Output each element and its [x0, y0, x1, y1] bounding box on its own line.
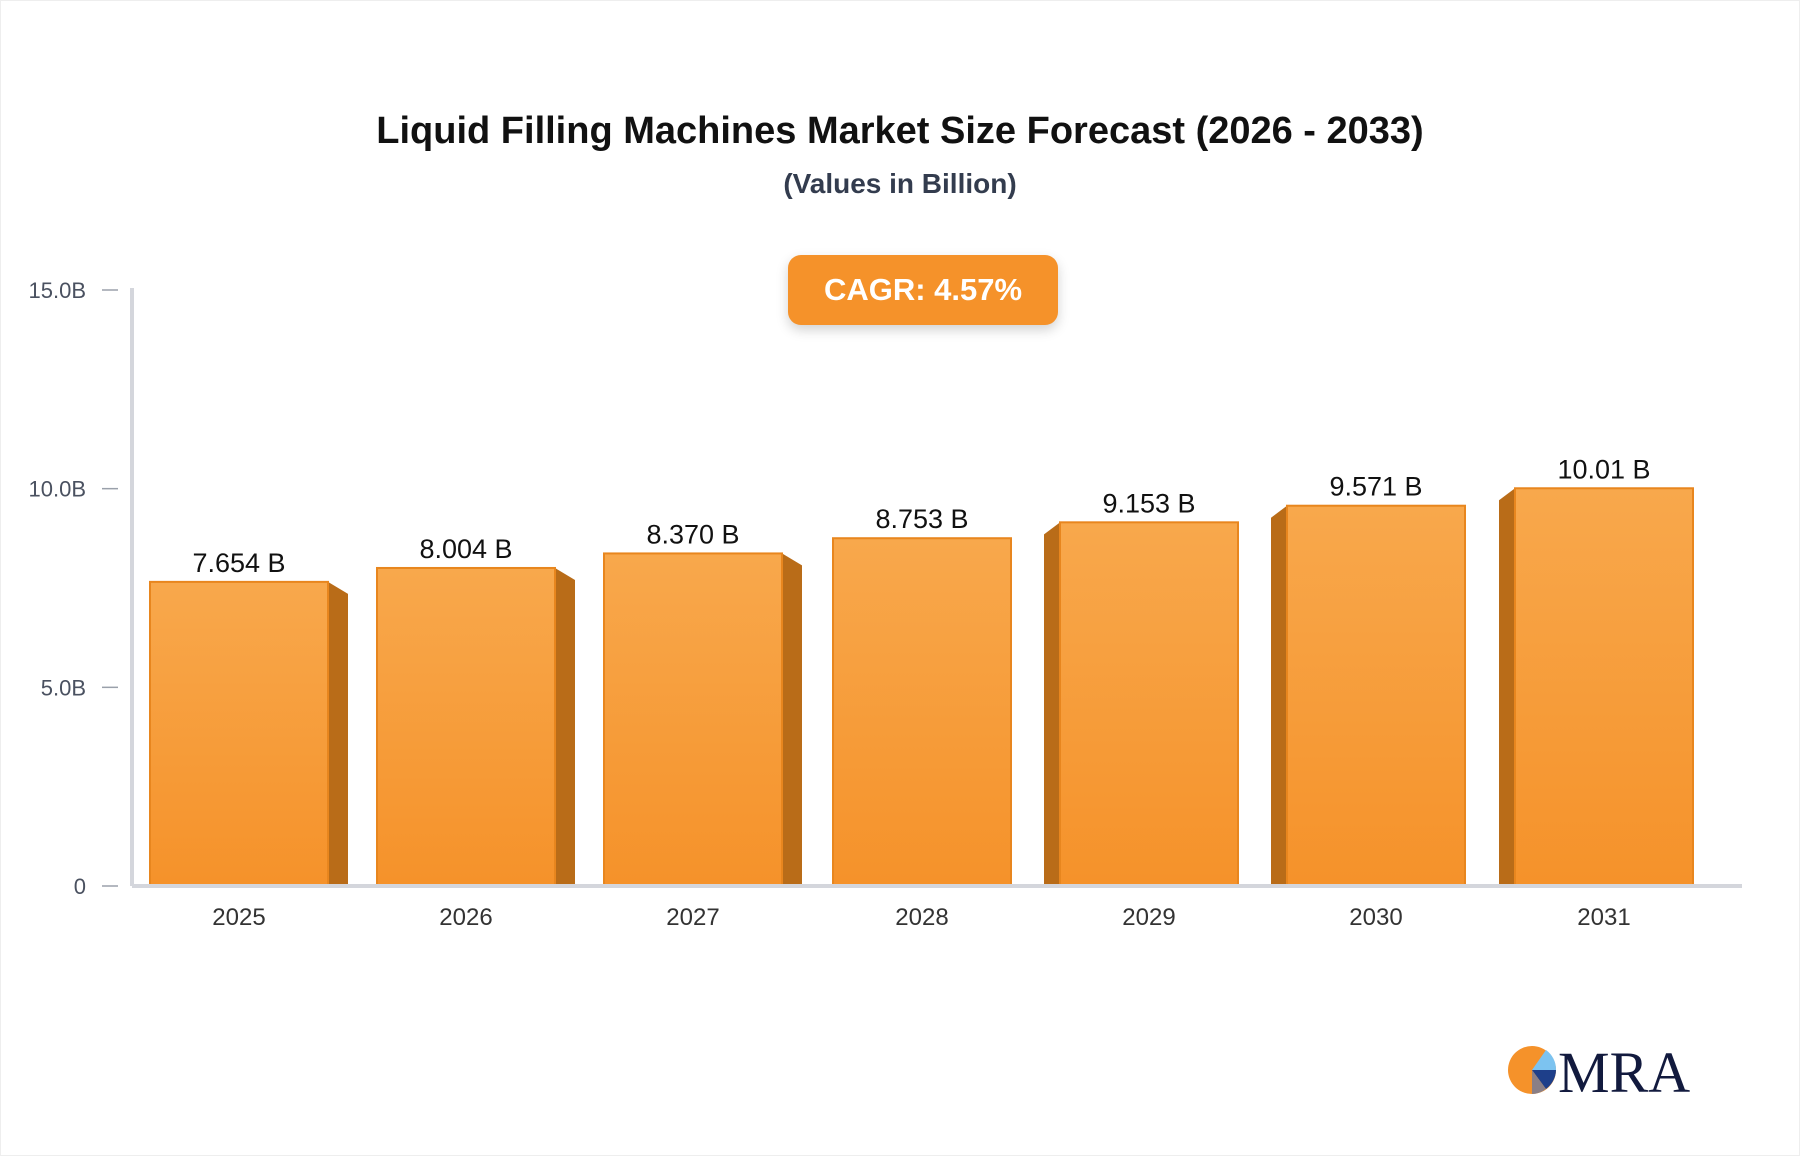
bar-2030: 9.571 B	[1271, 472, 1466, 886]
bar-side	[1044, 522, 1060, 885]
bar-2028: 8.753 B	[832, 504, 1012, 886]
chart-title: Liquid Filling Machines Market Size Fore…	[376, 110, 1424, 152]
cagr-badge: CAGR: 4.57%	[788, 255, 1058, 325]
x-tick-label: 2031	[1577, 904, 1630, 931]
data-label: 9.153 B	[1102, 488, 1195, 518]
bars: 7.654 B 8.004 B 8.370 B 8.753 B 9.153 B 9.571…	[149, 454, 1694, 887]
mra-logo: MRA	[1508, 1040, 1690, 1100]
bar	[1286, 504, 1466, 886]
data-label: 8.370 B	[646, 519, 739, 549]
bar-side	[328, 581, 348, 885]
data-label: 8.753 B	[875, 504, 968, 534]
bar-side	[1499, 488, 1515, 885]
bar	[1514, 487, 1694, 886]
y-tick-label: 15.0B	[29, 278, 87, 303]
x-tick-label: 2030	[1349, 904, 1402, 931]
bar-2027: 8.370 B	[603, 519, 802, 886]
x-tick-label: 2027	[666, 904, 719, 931]
data-label: 10.01 B	[1557, 454, 1650, 484]
x-axis: 2025 2026 2027 2028 2029 2030 2031	[132, 884, 1742, 931]
chart-subtitle: (Values in Billion)	[783, 168, 1017, 199]
x-tick-label: 2025	[212, 904, 265, 931]
y-axis: 0 5.0B 10.0B 15.0B	[29, 278, 134, 899]
logo-pie-navy	[1532, 1070, 1556, 1089]
bar	[149, 580, 329, 886]
bar-2029: 9.153 B	[1044, 488, 1239, 886]
bar	[376, 566, 556, 887]
bar-side	[555, 567, 575, 885]
bar-side	[782, 553, 802, 885]
bar	[832, 537, 1012, 886]
y-tick-label: 10.0B	[29, 477, 87, 502]
bar-2031: 10.01 B	[1499, 454, 1694, 886]
bar-side	[1271, 505, 1287, 885]
logo-pie-gray	[1532, 1070, 1546, 1094]
data-label: 9.571 B	[1329, 472, 1422, 502]
logo-pie-lightblue	[1532, 1050, 1557, 1070]
x-tick-label: 2029	[1122, 904, 1175, 931]
y-tick-label: 0	[74, 874, 86, 899]
bar-2026: 8.004 B	[376, 534, 575, 887]
bar-2025: 7.654 B	[149, 548, 348, 886]
bar	[1059, 521, 1239, 886]
data-label: 8.004 B	[419, 534, 512, 564]
logo-text: MRA	[1558, 1040, 1690, 1100]
x-tick-label: 2026	[439, 904, 492, 931]
y-tick-label: 5.0B	[41, 675, 86, 700]
bar	[603, 552, 783, 886]
x-tick-label: 2028	[895, 904, 948, 931]
data-label: 7.654 B	[192, 548, 285, 578]
